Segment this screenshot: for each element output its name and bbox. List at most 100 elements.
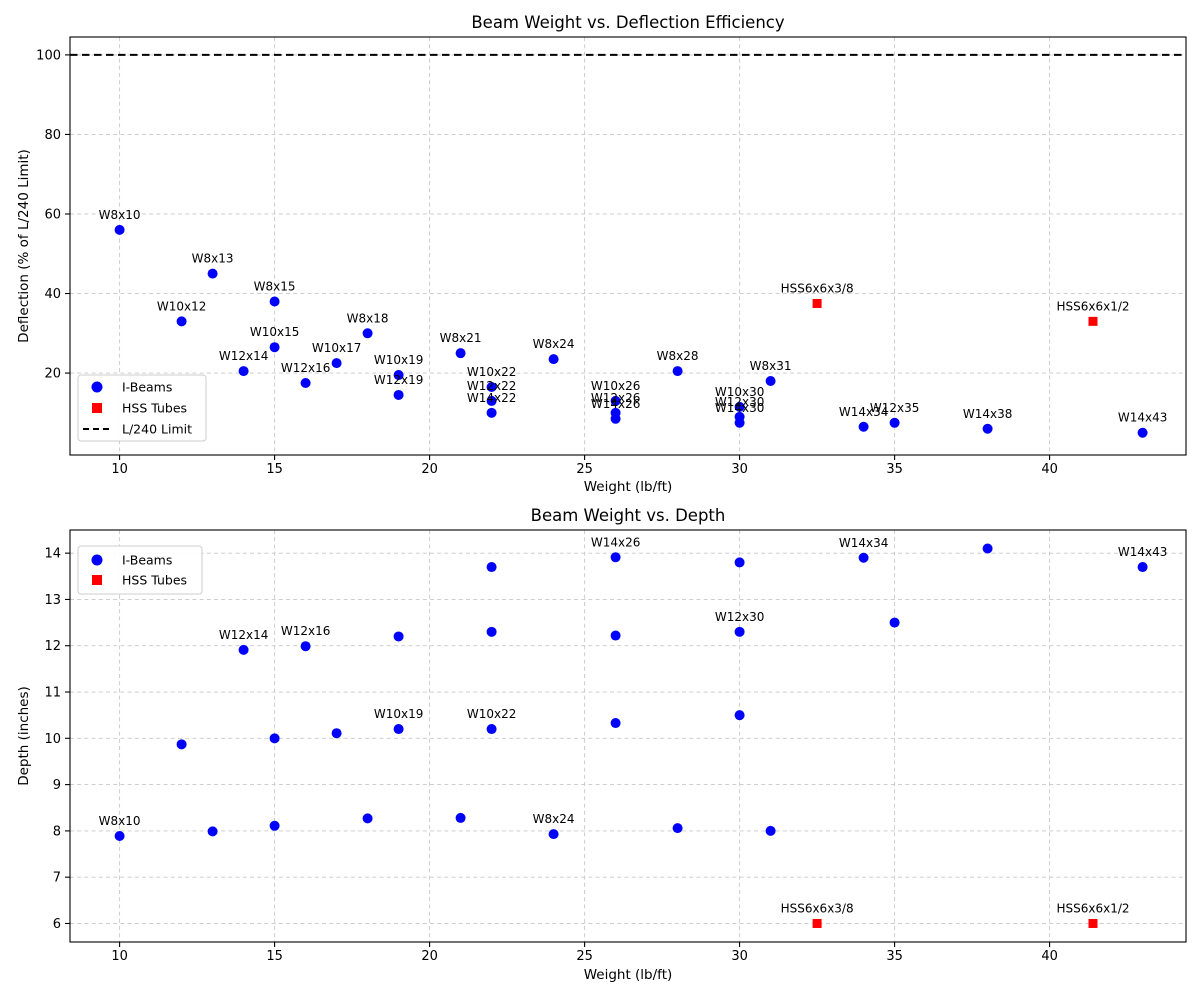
point-label-w10x22: W10x22	[467, 365, 517, 379]
plot-border	[69, 529, 1187, 943]
legend-label: L/240 Limit	[122, 422, 192, 437]
legend-marker-square	[92, 403, 102, 413]
data-point-w12x16	[300, 641, 311, 652]
point-label-w8x24: W8x24	[533, 337, 575, 351]
point-label-w12x30: W12x30	[715, 395, 765, 409]
y-tick-label: 14	[44, 547, 61, 562]
point-label-w14x43: W14x43	[1118, 545, 1168, 559]
data-point-w12x35	[889, 617, 900, 628]
data-point-w14x34	[858, 552, 869, 563]
point-label-w12x16: W12x16	[281, 361, 331, 375]
point-label-w8x21: W8x21	[440, 331, 482, 345]
x-tick-label: 15	[266, 949, 283, 964]
data-point-w12x35	[889, 417, 900, 428]
data-point-w10x30	[734, 401, 745, 412]
chart-title: Beam Weight vs. Depth	[531, 506, 726, 525]
plot-border	[69, 36, 1187, 456]
point-label-w14x34: W14x34	[839, 405, 889, 419]
data-point-w10x22	[486, 381, 497, 392]
data-point-w8x13	[207, 268, 218, 279]
data-point-w8x21	[455, 348, 466, 359]
data-point-w12x19	[393, 389, 404, 400]
data-point-w8x15	[269, 296, 280, 307]
data-point-w10x15	[269, 733, 280, 744]
legend-label: I-Beams	[122, 380, 172, 395]
data-point-w14x38	[982, 543, 993, 554]
data-point-w10x15	[269, 342, 280, 353]
y-axis-label: Deflection (% of L/240 Limit)	[16, 149, 32, 343]
x-axis-label: Weight (lb/ft)	[584, 967, 673, 983]
y-tick-label: 11	[44, 686, 61, 701]
point-label-w8x18: W8x18	[347, 311, 389, 325]
data-point-w14x43	[1137, 427, 1148, 438]
y-tick-label: 7	[53, 871, 61, 886]
x-tick-label: 20	[421, 462, 438, 477]
y-tick-label: 20	[44, 367, 61, 382]
data-point-hss6x6x1-2	[1088, 316, 1098, 326]
x-tick-label: 15	[266, 462, 283, 477]
data-point-w12x14	[238, 644, 249, 655]
y-tick-label: 10	[44, 732, 61, 747]
point-label-w14x38: W14x38	[963, 407, 1013, 421]
point-label-w12x26: W12x26	[591, 391, 641, 405]
point-label-w8x13: W8x13	[192, 252, 234, 266]
x-tick-label: 35	[886, 462, 903, 477]
data-point-w8x10	[114, 830, 125, 841]
point-label-w10x19: W10x19	[374, 353, 424, 367]
data-point-w12x14	[238, 366, 249, 377]
data-point-w8x31	[765, 376, 776, 387]
point-label-w12x22: W12x22	[467, 379, 517, 393]
y-tick-label: 12	[44, 639, 61, 654]
point-label-w14x26: W14x26	[591, 535, 641, 549]
y-tick-label: 9	[53, 778, 61, 793]
point-label-w10x19: W10x19	[374, 707, 424, 721]
data-point-w10x19	[393, 370, 404, 381]
point-label-w12x14: W12x14	[219, 628, 269, 642]
legend-label: I-Beams	[122, 553, 172, 568]
data-point-w12x22	[486, 395, 497, 406]
point-label-w12x19: W12x19	[374, 373, 424, 387]
data-point-w10x17	[331, 728, 342, 739]
x-tick-label: 10	[111, 949, 128, 964]
data-point-w8x10	[114, 224, 125, 235]
data-point-w8x13	[207, 826, 218, 837]
y-tick-label: 60	[44, 207, 61, 222]
point-label-w12x35: W12x35	[870, 401, 920, 415]
data-point-hss6x6x1-2	[1088, 918, 1098, 928]
point-label-w14x30: W14x30	[715, 401, 765, 415]
point-label-w14x43: W14x43	[1118, 411, 1168, 425]
data-point-w10x17	[331, 358, 342, 369]
data-point-w10x22	[486, 724, 497, 735]
point-label-w8x15: W8x15	[254, 279, 296, 293]
point-label-w12x14: W12x14	[219, 349, 269, 363]
x-tick-label: 35	[886, 949, 903, 964]
point-label-w10x22: W10x22	[467, 707, 517, 721]
data-point-w12x22	[486, 626, 497, 637]
legend-box	[77, 545, 203, 595]
data-point-w8x24	[548, 829, 559, 840]
point-label-w8x24: W8x24	[533, 812, 575, 826]
data-point-w10x26	[610, 395, 621, 406]
data-point-w8x18	[362, 328, 373, 339]
data-point-w14x30	[734, 417, 745, 428]
x-tick-label: 40	[1041, 462, 1058, 477]
data-point-w12x26	[610, 630, 621, 641]
y-tick-label: 6	[53, 917, 61, 932]
point-label-w8x28: W8x28	[657, 349, 699, 363]
data-point-w14x43	[1137, 562, 1148, 573]
x-tick-label: 40	[1041, 949, 1058, 964]
x-tick-label: 20	[421, 949, 438, 964]
point-label-w12x16: W12x16	[281, 624, 331, 638]
data-point-w10x26	[610, 718, 621, 729]
x-tick-label: 30	[731, 949, 748, 964]
data-point-w14x30	[734, 557, 745, 568]
y-tick-label: 40	[44, 287, 61, 302]
x-tick-label: 25	[576, 462, 593, 477]
data-point-w10x30	[734, 710, 745, 721]
y-tick-label: 8	[53, 824, 61, 839]
data-point-hss6x6x3-8	[812, 918, 822, 928]
legend-box	[77, 374, 207, 442]
data-point-w14x26	[610, 413, 621, 424]
data-point-w8x28	[672, 823, 683, 834]
